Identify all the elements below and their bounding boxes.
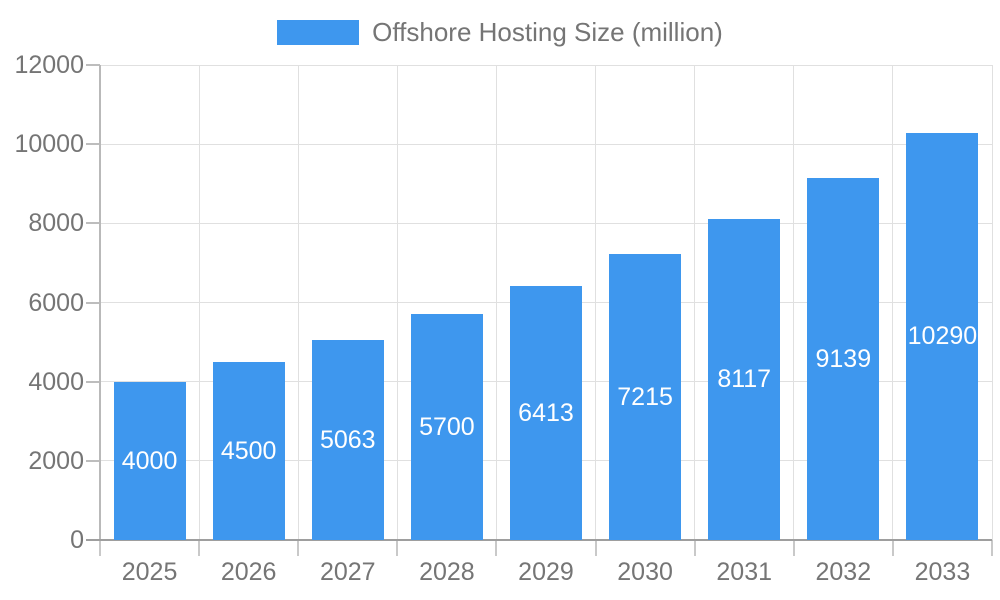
bar[interactable] — [906, 132, 979, 540]
x-axis-label: 2030 — [617, 558, 673, 586]
bar-value-label: 5700 — [419, 413, 475, 442]
x-gridline — [198, 65, 200, 540]
bar[interactable] — [510, 286, 582, 540]
y-gridline — [100, 64, 992, 66]
x-axis-tick — [99, 540, 101, 556]
x-axis-label: 2032 — [815, 558, 872, 586]
y-gridline — [100, 143, 992, 145]
legend-item[interactable]: Offshore Hosting Size (million) — [277, 17, 723, 48]
x-axis-tick — [991, 540, 993, 556]
y-axis-label: 0 — [70, 526, 84, 554]
bar-value-label: 4000 — [121, 446, 178, 475]
x-axis-tick — [693, 540, 696, 556]
x-gridline — [595, 65, 597, 540]
x-axis-line — [86, 539, 992, 541]
x-gridline — [892, 65, 894, 540]
legend-swatch — [277, 20, 360, 45]
y-axis-label: 12000 — [14, 51, 84, 79]
bar[interactable] — [113, 381, 186, 540]
bar[interactable] — [807, 178, 880, 540]
x-axis-label: 2028 — [419, 558, 475, 586]
x-axis-tick — [495, 540, 498, 556]
x-axis-label: 2025 — [121, 558, 178, 586]
y-axis-tick — [86, 380, 100, 383]
bar-value-label: 10290 — [907, 322, 978, 351]
y-axis-tick — [86, 301, 100, 304]
bar-value-label: 9139 — [815, 345, 872, 374]
x-axis-tick — [594, 540, 597, 556]
legend-label: Offshore Hosting Size (million) — [372, 17, 723, 47]
y-axis-label: 6000 — [28, 288, 84, 317]
y-axis-line — [99, 65, 101, 540]
y-axis-tick — [86, 459, 100, 462]
y-axis-label: 8000 — [28, 209, 84, 238]
bar[interactable] — [212, 361, 285, 540]
legend: Offshore Hosting Size (million) — [0, 17, 1000, 48]
bar-value-label: 5063 — [319, 425, 376, 454]
bar-value-label: 4500 — [220, 436, 277, 465]
y-axis-label: 10000 — [14, 130, 84, 159]
bar[interactable] — [311, 339, 384, 540]
x-axis-label: 2031 — [716, 558, 773, 586]
y-axis-label: 4000 — [28, 367, 84, 396]
x-gridline — [991, 65, 993, 540]
x-axis-label: 2029 — [518, 558, 574, 586]
bar-value-label: 8117 — [717, 365, 772, 394]
x-axis-tick — [891, 540, 894, 556]
x-axis-label: 2027 — [319, 558, 376, 586]
x-gridline — [793, 65, 795, 540]
bar-value-label: 6413 — [518, 399, 574, 428]
bar[interactable] — [609, 254, 682, 540]
x-axis-tick — [297, 540, 300, 556]
x-axis-label: 2026 — [220, 558, 277, 586]
x-axis-tick — [198, 540, 201, 556]
x-axis-label: 2033 — [914, 558, 971, 586]
bar[interactable] — [708, 218, 781, 540]
y-axis-label: 2000 — [28, 446, 84, 475]
x-gridline — [396, 65, 398, 540]
x-axis-tick — [792, 540, 795, 556]
x-axis-tick — [396, 540, 399, 556]
bar[interactable] — [410, 314, 483, 540]
x-gridline — [297, 65, 299, 540]
y-axis-tick — [86, 222, 100, 225]
y-axis-tick — [86, 64, 100, 66]
y-gridline — [100, 222, 992, 224]
x-gridline — [495, 65, 497, 540]
bar-value-label: 7215 — [617, 383, 673, 412]
y-axis-tick — [86, 143, 100, 146]
x-gridline — [694, 65, 696, 540]
